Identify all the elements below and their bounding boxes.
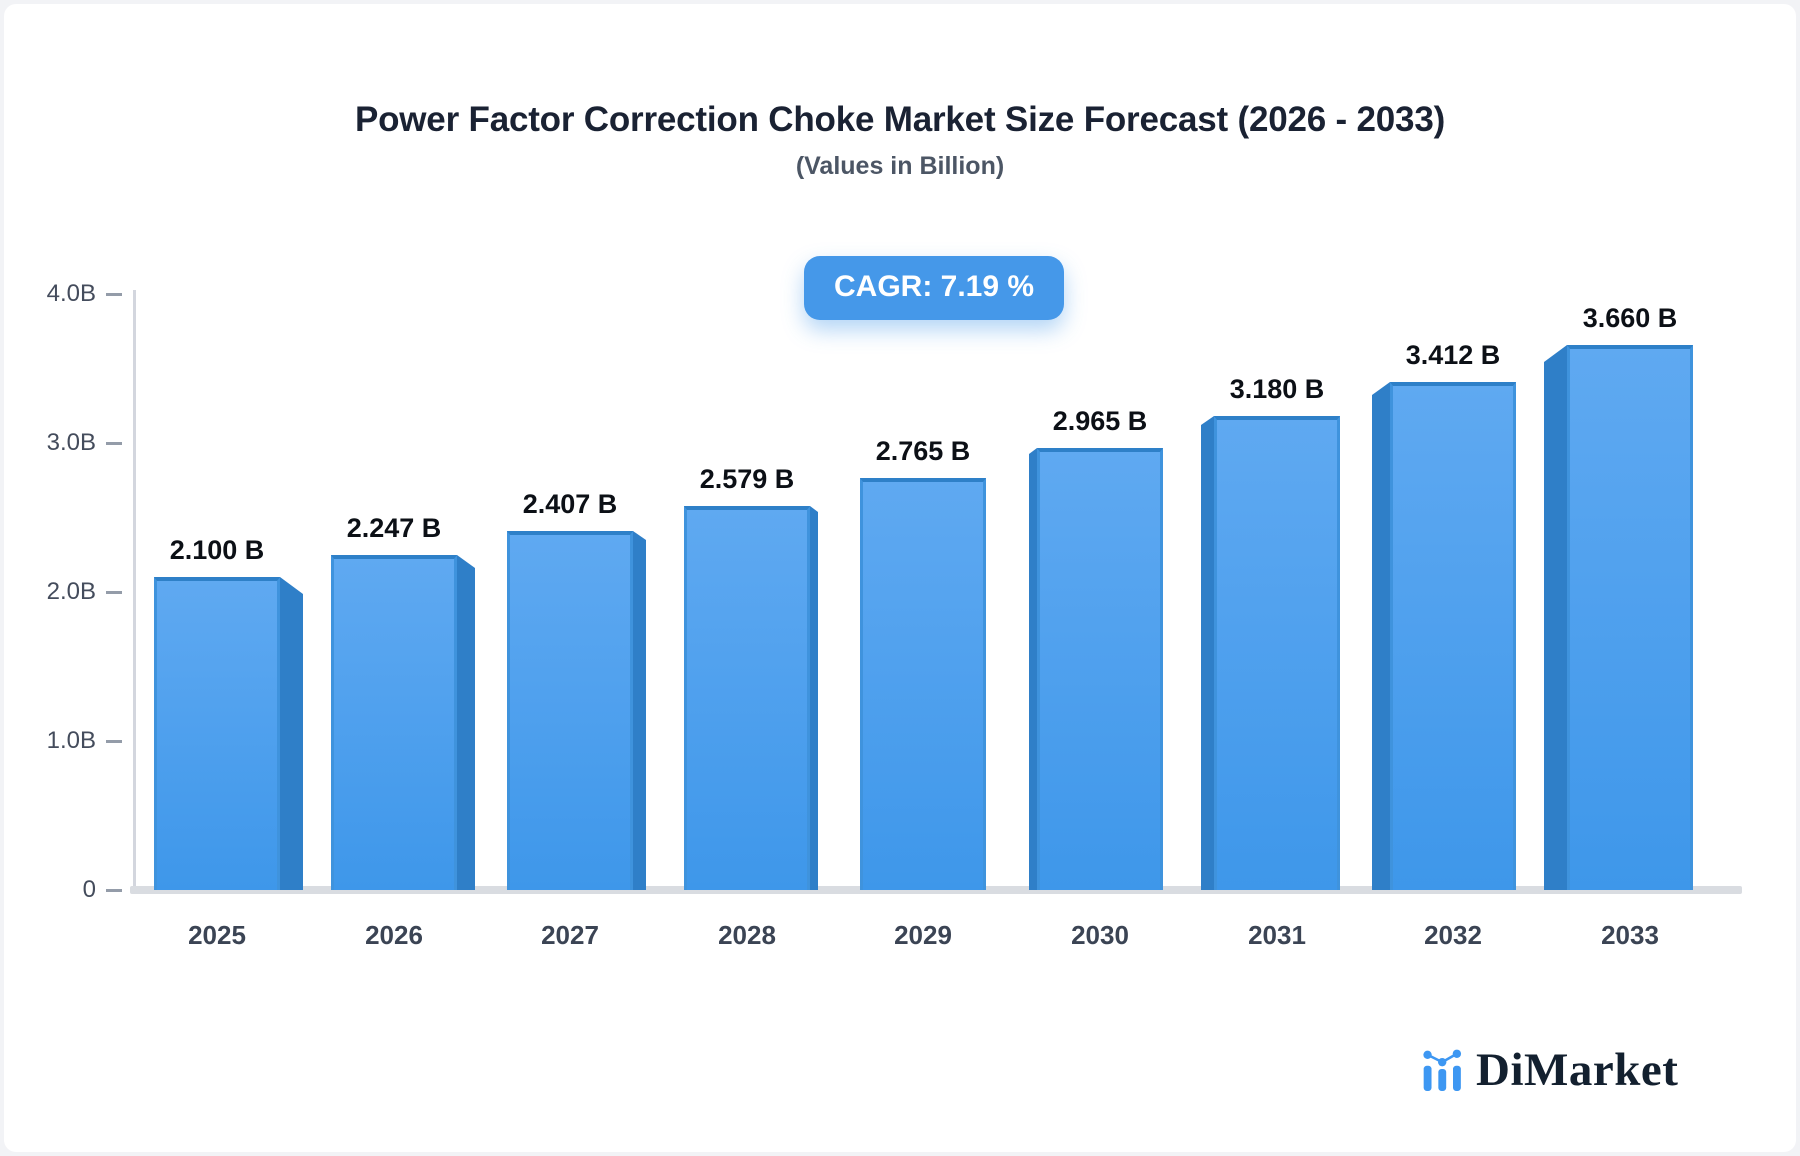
bar-2025 (154, 577, 280, 890)
x-axis-label-2031: 2031 (1248, 920, 1306, 950)
bar-chart: 0 1.0B 2.0B 3.0B 4.0B 2.100 B 2025 2.247 B 2026 2… (4, 4, 1796, 1152)
x-axis-label-2028: 2028 (718, 920, 776, 950)
bar-value-label-2033: 3.660 B (1582, 303, 1678, 333)
brand-name: DiMarket (1476, 1044, 1679, 1096)
x-axis-label-2030: 2030 (1071, 920, 1129, 950)
bar-2028 (684, 506, 810, 890)
y-axis-line (133, 290, 136, 894)
bar-value-label-2029: 2.765 B (875, 436, 971, 466)
chart-title: Power Factor Correction Choke Market Siz… (354, 100, 1446, 139)
x-axis-label-2027: 2027 (541, 920, 599, 950)
chart-card: Power Factor Correction Choke Market Siz… (4, 4, 1796, 1152)
bar-side-2025 (280, 577, 303, 890)
bar-2031 (1214, 416, 1340, 890)
y-tick-dash (106, 590, 122, 594)
bar-2032 (1390, 382, 1516, 890)
bar-side-2033 (1544, 345, 1567, 890)
bar-2030 (1037, 448, 1163, 890)
x-axis-label-2033: 2033 (1601, 920, 1659, 950)
bar-2029 (860, 478, 986, 890)
brand-logo: DiMarket (1422, 1044, 1678, 1096)
y-tick-label: 3.0B (46, 429, 96, 456)
bar-side-2026 (457, 555, 475, 890)
x-axis-baseline (130, 886, 1742, 894)
bar-side-2027 (633, 531, 646, 890)
bar-side-2031 (1201, 416, 1214, 890)
bar-2026 (331, 555, 457, 890)
y-tick-dash (106, 441, 122, 445)
y-tick-label: 0 (82, 876, 96, 903)
cagr-badge-label: CAGR: 7.19 % (834, 270, 1035, 303)
bar-2027 (507, 531, 633, 890)
x-axis-label-2025: 2025 (188, 920, 246, 950)
x-axis-label-2032: 2032 (1424, 920, 1482, 950)
bar-2033 (1567, 345, 1693, 890)
cagr-badge: CAGR: 7.19 % (804, 256, 1065, 320)
bar-value-label-2027: 2.407 B (522, 489, 618, 519)
x-axis-label-2026: 2026 (365, 920, 423, 950)
y-tick-label: 4.0B (46, 280, 96, 307)
bar-value-label-2025: 2.100 B (169, 535, 265, 565)
bar-value-label-2028: 2.579 B (699, 464, 795, 494)
y-tick-dash (106, 888, 122, 892)
bar-side-2028 (810, 506, 818, 890)
y-tick-label: 1.0B (46, 727, 96, 754)
bar-value-label-2030: 2.965 B (1052, 406, 1148, 436)
bar-side-2032 (1372, 382, 1390, 890)
x-axis-label-2029: 2029 (894, 920, 952, 950)
y-tick-dash (106, 292, 122, 296)
bar-side-2030 (1029, 448, 1037, 890)
bar-value-label-2031: 3.180 B (1229, 374, 1325, 404)
y-tick-dash (106, 739, 122, 743)
chart-subtitle: (Values in Billion) (795, 152, 1005, 180)
bar-chart-icon (1423, 1049, 1462, 1091)
y-tick-label: 2.0B (46, 578, 96, 605)
bar-value-label-2032: 3.412 B (1405, 340, 1501, 370)
bar-value-label-2026: 2.247 B (346, 513, 442, 543)
